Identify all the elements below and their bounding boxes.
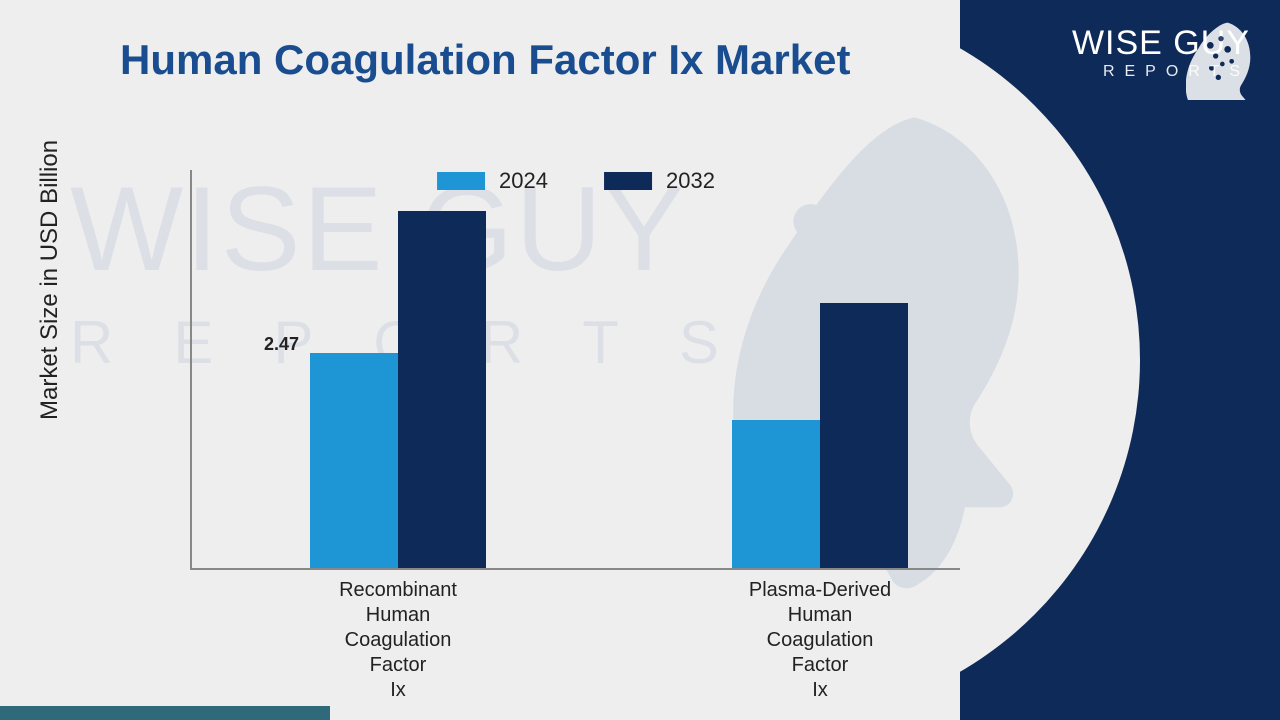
bar — [398, 211, 486, 568]
legend-label: 2024 — [499, 168, 548, 194]
bar-group: 2.47RecombinantHumanCoagulationFactorIx — [310, 211, 486, 568]
bar-chart: Market Size in USD Billion 2024 2032 2.4… — [60, 140, 960, 700]
canvas: WISE GUY REPORTS Human Coagulation Facto… — [0, 0, 1280, 720]
brand-head-icon — [1186, 20, 1256, 100]
legend-item: 2024 — [437, 168, 548, 194]
bar — [732, 420, 820, 568]
y-axis-label: Market Size in USD Billion — [36, 140, 64, 420]
chart-title: Human Coagulation Factor Ix Market — [120, 36, 850, 84]
legend: 2024 2032 — [437, 168, 715, 194]
legend-item: 2032 — [604, 168, 715, 194]
legend-swatch-2024 — [437, 172, 485, 190]
legend-swatch-2032 — [604, 172, 652, 190]
x-tick-label: Plasma-DerivedHumanCoagulationFactorIx — [732, 568, 908, 703]
bar-value-label: 2.47 — [264, 334, 299, 355]
brand-logo: WISE GUY REPORTS — [1072, 26, 1250, 80]
bar — [310, 353, 398, 568]
bottom-accent-bar — [0, 706, 330, 720]
bar-group: Plasma-DerivedHumanCoagulationFactorIx — [732, 303, 908, 568]
brand-line2: REPORTS — [1072, 64, 1250, 81]
plot-area: 2024 2032 2.47RecombinantHumanCoagulatio… — [190, 170, 960, 570]
bar — [820, 303, 908, 568]
x-tick-label: RecombinantHumanCoagulationFactorIx — [310, 568, 486, 703]
legend-label: 2032 — [666, 168, 715, 194]
